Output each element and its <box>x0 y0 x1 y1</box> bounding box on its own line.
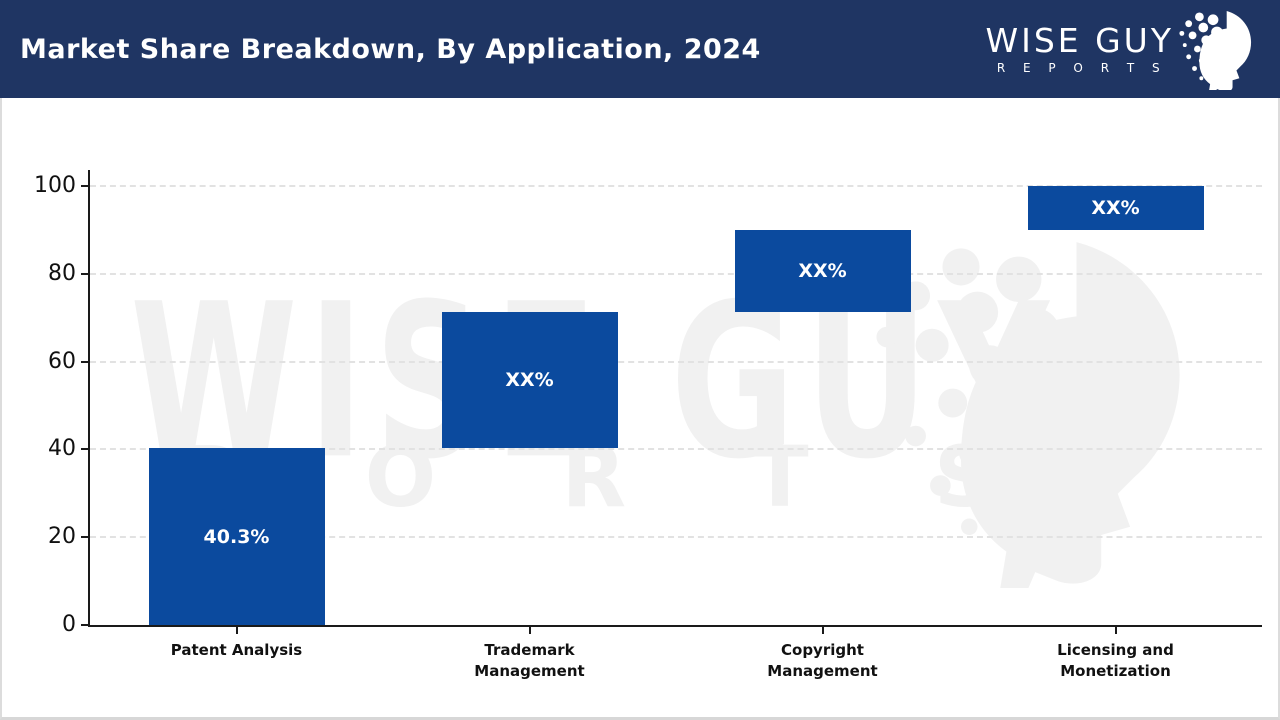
brand-name: WISE GUY <box>985 20 1174 60</box>
gridline <box>90 272 1262 275</box>
plot-area: 0 20 40 60 80 100 40.3% Patent Analysis XX% Trade… <box>34 170 1262 680</box>
y-axis-tick <box>81 624 88 626</box>
gridline <box>90 536 1262 539</box>
x-axis-tick <box>235 627 238 634</box>
y-axis-tick <box>81 185 88 187</box>
x-axis-line <box>88 625 1262 627</box>
brand-logo: WISE GUY R E P O R T S <box>985 8 1254 90</box>
brand-subname: R E P O R T S <box>996 60 1167 75</box>
brand-wordmark: WISE GUY R E P O R T S <box>985 20 1174 75</box>
x-axis-label: Trademark Management <box>474 641 585 680</box>
bar-segment: 40.3% <box>148 448 325 625</box>
bar-value-label: XX% <box>505 369 554 392</box>
bar-segment: XX% <box>1027 186 1204 230</box>
y-axis-label: 100 <box>34 173 76 198</box>
x-axis-tick <box>1114 627 1117 634</box>
header-bar: Market Share Breakdown, By Application, … <box>0 0 1280 98</box>
x-axis-label: Patent Analysis <box>170 641 303 659</box>
gridline <box>90 448 1262 451</box>
y-axis-tick <box>81 360 88 363</box>
x-axis-tick <box>528 627 531 634</box>
gridline <box>90 360 1262 363</box>
y-axis-label: 0 <box>62 612 76 637</box>
y-axis-line <box>88 170 90 627</box>
bar-segment: XX% <box>734 229 911 312</box>
page-title: Market Share Breakdown, By Application, … <box>20 33 761 65</box>
bar-value-label: XX% <box>1091 196 1140 219</box>
chart-area: WISE GUY P O R T S 0 20 40 60 80 100 40.3% Pate… <box>0 98 1280 720</box>
y-axis-label: 60 <box>48 348 76 374</box>
x-axis-tick <box>821 627 824 634</box>
y-axis-label: 80 <box>48 260 76 286</box>
bar-segment: XX% <box>441 311 618 449</box>
gridline <box>90 185 1262 187</box>
bar-value-label: XX% <box>798 259 847 282</box>
x-axis-label: Copyright Management <box>767 641 878 680</box>
y-axis-tick <box>81 448 88 451</box>
bar-value-label: 40.3% <box>203 525 270 548</box>
y-axis-label: 40 <box>48 436 76 462</box>
y-axis-tick <box>81 272 88 275</box>
y-axis-label: 20 <box>48 524 76 550</box>
watermark-face-icon <box>876 242 1180 588</box>
wiseguy-face-icon <box>1179 10 1252 90</box>
y-axis-tick <box>81 536 88 539</box>
x-axis-label: Licensing and Monetization <box>1057 641 1174 680</box>
